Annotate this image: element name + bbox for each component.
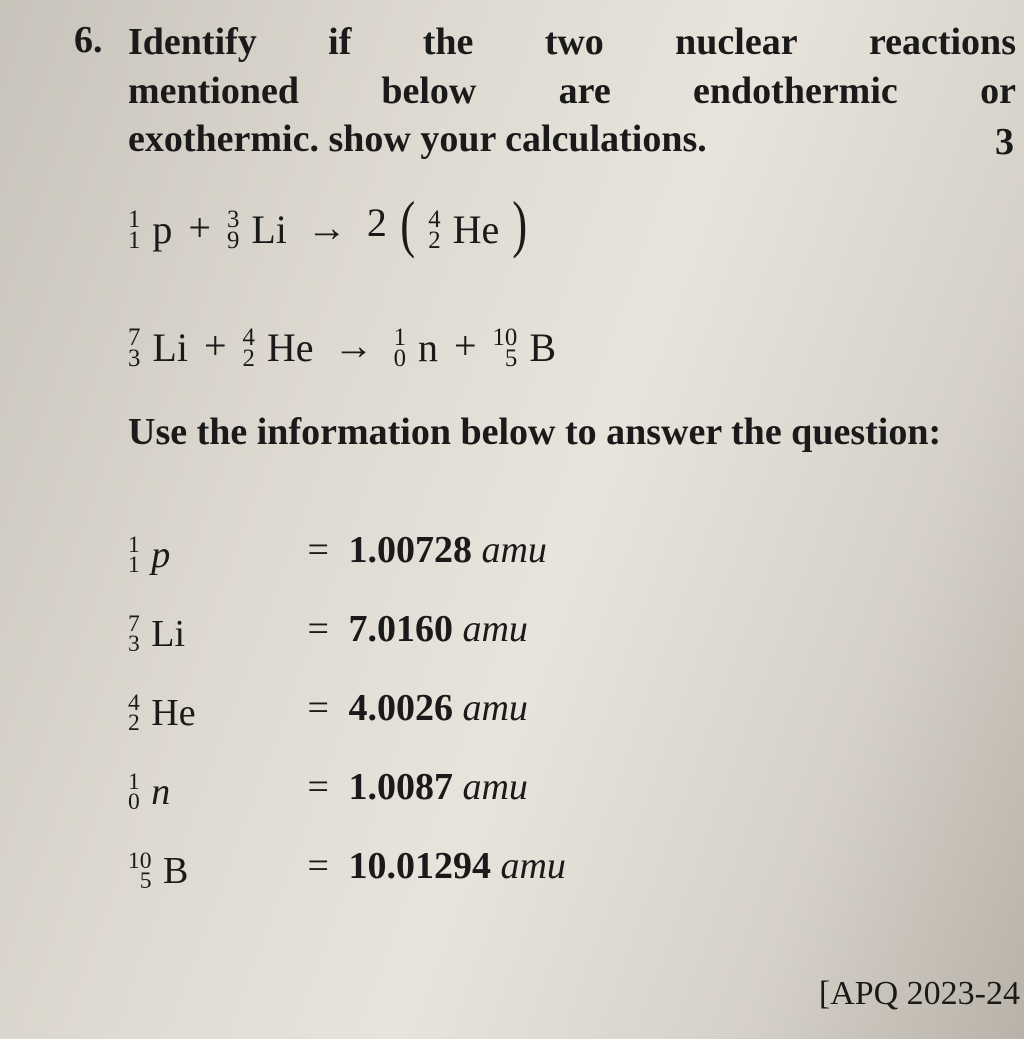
reaction-1: 11 p + 39 Li → 2 ( 42 He )	[128, 190, 531, 264]
nuclide-li: 39 Li	[227, 201, 287, 252]
qtext-word: the	[423, 18, 474, 67]
nuclide-label: 10 n	[128, 766, 170, 813]
plus-sign: +	[204, 322, 227, 369]
plus-sign: +	[188, 204, 211, 251]
arrow-icon: →	[334, 322, 374, 369]
nuclide-he4: 42 He	[243, 320, 314, 371]
reaction-2: 73 Li + 42 He → 10 n + 105 B	[128, 318, 556, 371]
qtext-word: are	[559, 67, 611, 116]
source-tag: [APQ 2023-24	[819, 975, 1020, 1013]
plus-sign: +	[454, 322, 477, 369]
mass-row: 73 Li = 7.0160 amu	[128, 607, 566, 656]
page: 6. Identify if the two nuclear reactions…	[0, 0, 1024, 1039]
equals-sign: =	[308, 607, 329, 651]
question-number: 6.	[74, 18, 103, 62]
nuclide-label: 73 Li	[128, 609, 185, 656]
nuclide-he: 42 He	[428, 201, 499, 252]
nuclide-p: 11 p	[128, 201, 172, 252]
nuclide-label: 11 p	[128, 530, 170, 577]
mass-value: 1.00728 amu	[348, 529, 546, 571]
equals-sign: =	[308, 686, 329, 730]
nuclide-n: 10 n	[394, 320, 438, 371]
qtext-word: Identify	[128, 18, 257, 67]
mass-row: 105 B = 10.01294 amu	[128, 844, 566, 893]
left-paren: (	[400, 187, 415, 261]
qtext-word: or	[980, 67, 1016, 116]
coefficient: 2	[367, 200, 387, 245]
right-paren: )	[512, 187, 527, 261]
mass-row: 10 n = 1.0087 amu	[128, 765, 566, 814]
nuclide-label: 42 He	[128, 687, 196, 734]
qtext-word: endothermic	[693, 67, 898, 116]
nuclide-b10: 105 B	[493, 320, 556, 371]
qtext-word: below	[381, 67, 476, 116]
equals-sign: =	[308, 844, 329, 888]
qtext-word: nuclear	[675, 18, 797, 67]
qtext-word: if	[328, 18, 351, 67]
mass-value: 1.0087 amu	[348, 766, 527, 808]
qtext-word: reactions	[869, 18, 1016, 67]
mass-value: 4.0026 amu	[348, 687, 527, 729]
question-text: Identify if the two nuclear reactions me…	[128, 18, 1016, 164]
question-marks: 3	[995, 120, 1014, 164]
mass-row: 42 He = 4.0026 amu	[128, 686, 566, 735]
qtext-line3: exothermic. show your calculations.	[128, 115, 1016, 164]
mass-value: 10.01294 amu	[348, 845, 565, 887]
qtext-word: two	[545, 18, 604, 67]
equals-sign: =	[308, 528, 329, 572]
arrow-icon: →	[307, 204, 347, 251]
use-info-text: Use the information below to answer the …	[128, 408, 1012, 457]
nuclide-li7: 73 Li	[128, 320, 188, 371]
mass-row: 11 p = 1.00728 amu	[128, 528, 566, 577]
qtext-word: mentioned	[128, 67, 299, 116]
nuclide-label: 105 B	[128, 845, 188, 892]
equals-sign: =	[308, 765, 329, 809]
mass-data-block: 11 p = 1.00728 amu 73 Li = 7.0160 amu 42…	[128, 528, 566, 923]
mass-value: 7.0160 amu	[348, 608, 527, 650]
